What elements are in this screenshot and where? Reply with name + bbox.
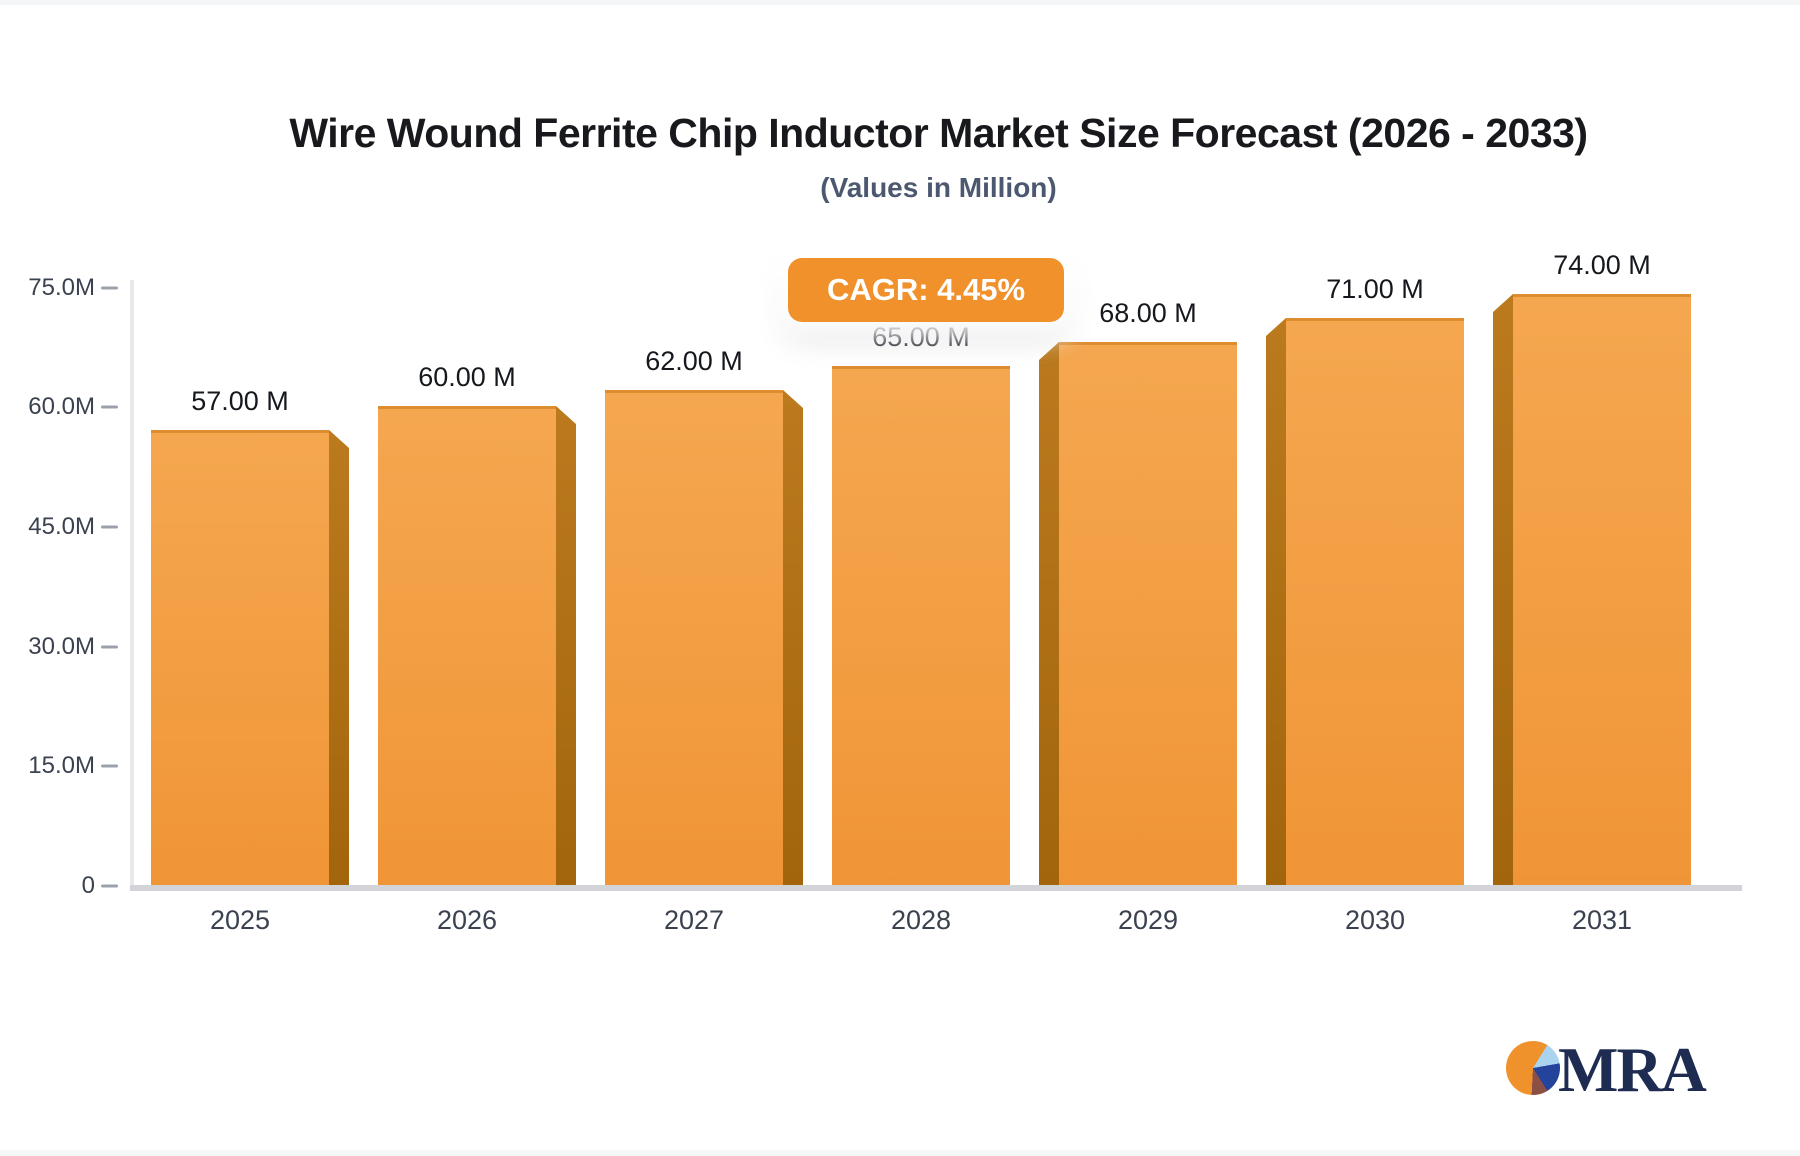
x-tick-label: 2028 bbox=[890, 905, 952, 935]
y-tick-label: 30.0M bbox=[28, 632, 95, 660]
x-tick-label: 2025 bbox=[209, 905, 271, 935]
x-tick-label: 2029 bbox=[1117, 905, 1179, 935]
x-tick-label: 2031 bbox=[1571, 905, 1633, 935]
bar-2030[interactable] bbox=[1286, 318, 1464, 885]
y-tick-mark bbox=[101, 764, 118, 768]
bar-side-face bbox=[556, 406, 576, 885]
bar-value-label: 68.00 M bbox=[1099, 298, 1197, 328]
bar-side-face bbox=[1039, 342, 1059, 885]
y-tick-label: 0 bbox=[81, 872, 95, 899]
brand-logo-text: MRA bbox=[1558, 1034, 1707, 1105]
bar-2025[interactable] bbox=[151, 430, 329, 885]
bar-side-face bbox=[1493, 294, 1513, 885]
chart-title: Wire Wound Ferrite Chip Inductor Market … bbox=[289, 110, 1588, 156]
x-tick-label: 2027 bbox=[663, 905, 725, 935]
x-tick-label: 2026 bbox=[436, 905, 498, 935]
bar-value-label: 60.00 M bbox=[418, 362, 516, 392]
bar-side-face bbox=[783, 390, 803, 885]
brand-logo[interactable]: MRA bbox=[1506, 1030, 1766, 1110]
y-tick-label: 75.0M bbox=[28, 273, 95, 301]
pie-chart-logo-icon bbox=[1506, 1041, 1560, 1095]
y-tick-mark bbox=[101, 645, 118, 649]
bar-value-label: 71.00 M bbox=[1326, 274, 1424, 304]
y-axis-line bbox=[130, 280, 134, 885]
bar-value-label: 74.00 M bbox=[1553, 250, 1651, 280]
chart-subtitle: (Values in Million) bbox=[820, 172, 1057, 203]
bar-2028[interactable] bbox=[832, 366, 1010, 885]
bar-side-face bbox=[329, 430, 349, 885]
y-tick-mark bbox=[101, 525, 118, 529]
x-tick-label: 2030 bbox=[1344, 905, 1406, 935]
y-tick-mark bbox=[101, 286, 118, 289]
bar-value-label: 62.00 M bbox=[645, 346, 743, 376]
bar-value-label: 57.00 M bbox=[191, 386, 289, 416]
y-tick-mark bbox=[101, 405, 118, 409]
cagr-badge: CAGR: 4.45% bbox=[788, 258, 1064, 322]
bar-2026[interactable] bbox=[378, 406, 556, 885]
bar-2031[interactable] bbox=[1513, 294, 1691, 885]
x-axis-line bbox=[130, 885, 1742, 891]
bar-2029[interactable] bbox=[1059, 342, 1237, 885]
bar-2027[interactable] bbox=[605, 390, 783, 885]
y-tick-label: 45.0M bbox=[28, 512, 95, 540]
bar-side-face bbox=[1266, 318, 1286, 885]
bar-value-label: 65.00 M bbox=[872, 322, 970, 352]
y-tick-label: 15.0M bbox=[28, 752, 95, 780]
y-tick-mark bbox=[101, 884, 118, 888]
y-tick-label: 60.0M bbox=[28, 393, 95, 421]
